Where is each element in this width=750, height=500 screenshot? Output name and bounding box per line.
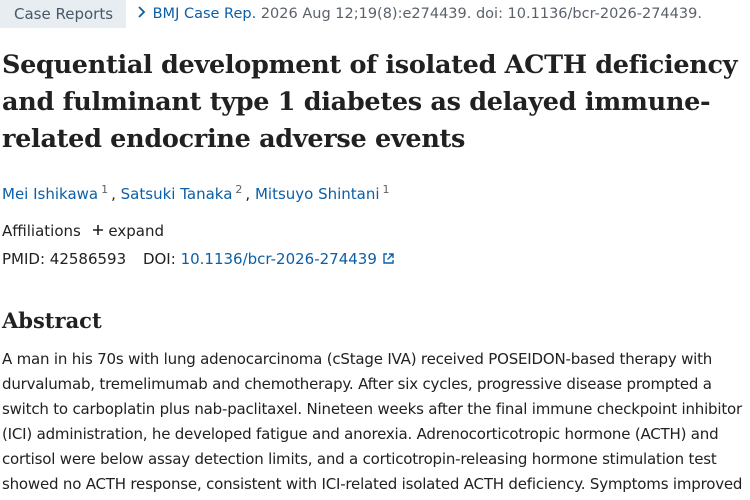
affiliation-ref[interactable]: 1 bbox=[382, 183, 390, 196]
doi[interactable]: 10.1136/bcr-2026-274439 bbox=[180, 250, 377, 268]
pmid: 42586593 bbox=[49, 250, 127, 268]
title-line: Sequential development of isolated ACTH … bbox=[2, 50, 738, 80]
authors: Mei Ishikawa 1, Satsuki Tanaka 2, Mitsuyo … bbox=[2, 183, 393, 203]
affiliation-ref[interactable]: 2 bbox=[235, 183, 243, 196]
plus-icon bbox=[92, 225, 103, 235]
author-link[interactable]: Mei Ishikawa bbox=[2, 185, 99, 203]
expand-toggle[interactable]: expand bbox=[92, 222, 164, 240]
citation-line: BMJ Case Rep. 2026 Aug 12;19(8):e274439.… bbox=[136, 0, 702, 28]
identifiers: PMID: 42586593 DOI: 10.1136/bcr-2026-274… bbox=[2, 250, 395, 268]
publication-type: Case Reports bbox=[0, 0, 126, 28]
separator: , bbox=[111, 185, 116, 203]
abstract-line: switch to carboplatin plus nab-paclitaxe… bbox=[2, 400, 742, 418]
abstract-line: (ICI) administration, he developed fatig… bbox=[2, 425, 719, 443]
external-link-icon bbox=[382, 253, 394, 264]
author-link[interactable]: Mitsuyo Shintani bbox=[254, 185, 380, 203]
separator: , bbox=[245, 185, 251, 203]
abstract-heading: Abstract bbox=[2, 308, 102, 333]
affiliations: Affiliations expand bbox=[2, 222, 164, 240]
abstract-line: durvalumab, tremelimumab and chemotherap… bbox=[2, 375, 712, 393]
author-link[interactable]: Satsuki Tanaka bbox=[120, 185, 233, 203]
doi-label: DOI: bbox=[142, 250, 176, 268]
pmid-label: PMID: bbox=[2, 250, 46, 268]
citation: 2026 Aug 12;19(8):e274439. doi: 10.1136/… bbox=[260, 6, 702, 22]
journal-link[interactable]: BMJ Case Rep. bbox=[152, 6, 257, 22]
chevron-icon bbox=[138, 6, 146, 18]
affiliation-ref[interactable]: 1 bbox=[101, 183, 109, 196]
title-line: and fulminant type 1 diabetes as delayed… bbox=[2, 87, 711, 117]
doi-link[interactable]: 10.1136/bcr-2026-274439 bbox=[181, 250, 395, 268]
expand-label[interactable]: expand bbox=[108, 222, 164, 240]
abstract-line: cortisol were below assay detection limi… bbox=[2, 450, 717, 468]
abstract-line: A man in his 70s with lung adenocarcinom… bbox=[2, 350, 713, 368]
abstract-line: showed no ACTH response, consistent with… bbox=[2, 475, 743, 493]
title-line: related endocrine adverse events bbox=[2, 124, 466, 154]
affiliations-label: Affiliations bbox=[2, 222, 81, 240]
